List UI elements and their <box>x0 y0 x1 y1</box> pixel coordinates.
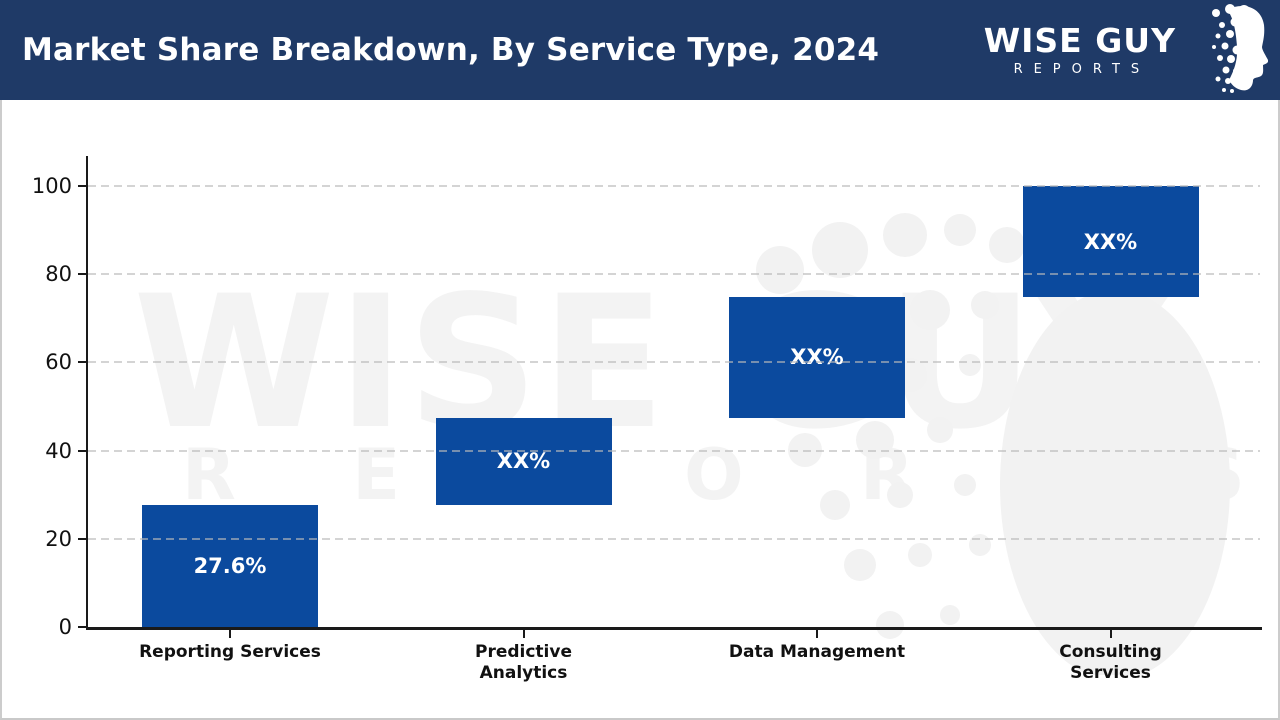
brand-name: WISE GUY <box>983 21 1176 60</box>
x-category-label: Predictive Analytics <box>474 642 572 684</box>
grid-line <box>88 537 1260 540</box>
x-tick <box>522 630 525 638</box>
bar-value-label: XX% <box>1083 229 1138 254</box>
bar-value-label: XX% <box>496 449 551 474</box>
bar-value-label: XX% <box>790 345 844 370</box>
brand-logo-text: WISE GUY REPORTS <box>984 24 1176 76</box>
brand-subname: REPORTS <box>1013 62 1151 77</box>
page-title: Market Share Breakdown, By Service Type,… <box>22 32 880 68</box>
y-tick <box>78 626 88 628</box>
x-category-label: Consulting Services <box>1059 642 1162 684</box>
bar-value-label: 27.6% <box>193 554 267 579</box>
y-tick-label: 60 <box>45 350 72 375</box>
x-tick <box>229 630 231 638</box>
grid-line <box>88 361 1260 364</box>
bar-segment: XX% <box>435 417 612 506</box>
chart-plot-area: 0 20 40 60 80 100 27.6% XX% XX% XX% Reporting Se… <box>32 156 1262 683</box>
y-tick <box>78 449 88 452</box>
x-axis <box>86 627 1262 630</box>
bar-segment: 27.6% <box>142 505 318 627</box>
y-tick-label: 0 <box>58 615 72 639</box>
watermark-dotted-face-icon <box>756 213 1230 675</box>
grid-line <box>88 185 1260 187</box>
bar-segment: XX% <box>729 297 905 418</box>
grid-line <box>88 273 1260 276</box>
logo-dotted-face-icon <box>1212 4 1268 93</box>
x-tick <box>816 630 818 638</box>
y-tick <box>78 273 88 276</box>
x-tick <box>1109 630 1112 638</box>
header-bar: Market Share Breakdown, By Service Type,… <box>0 0 1280 100</box>
y-tick-label: 100 <box>31 174 72 198</box>
brand-logo: WISE GUY REPORTS <box>984 3 1268 97</box>
y-tick-label: 40 <box>45 438 72 463</box>
grid-line <box>88 449 1260 452</box>
y-axis <box>86 156 88 630</box>
y-tick-label: 20 <box>45 526 72 551</box>
y-tick <box>78 537 88 540</box>
y-tick <box>78 361 88 364</box>
y-tick-label: 80 <box>45 262 72 287</box>
x-category-label: Data Management <box>728 642 906 662</box>
y-tick <box>78 185 88 187</box>
bar-segment: XX% <box>1022 186 1199 298</box>
x-category-label: Reporting Services <box>139 642 321 662</box>
